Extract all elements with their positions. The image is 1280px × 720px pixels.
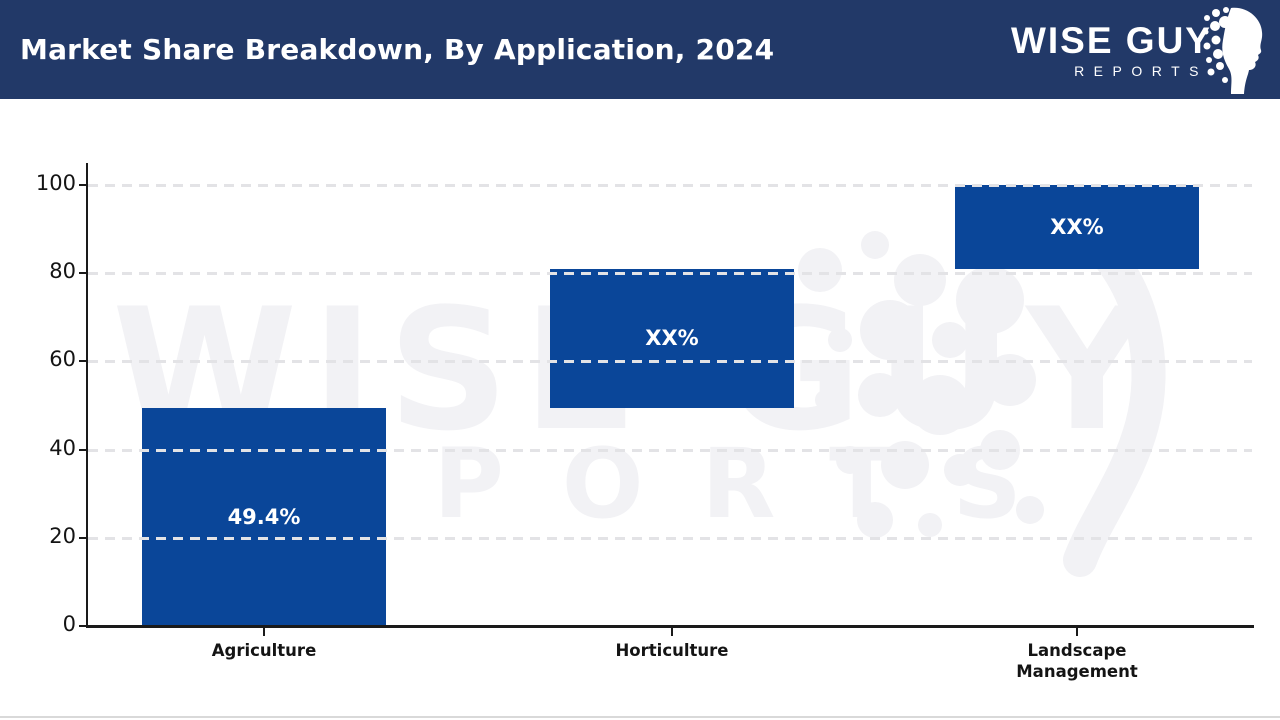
page-title: Market Share Breakdown, By Application, … [20,33,775,66]
gridline [88,536,1252,540]
gridline [88,272,1252,276]
logo-text: WISE GUY REPORTS [1010,20,1212,80]
y-tick [79,536,87,539]
header-bar: Market Share Breakdown, By Application, … [0,0,1280,99]
y-axis-line [86,163,88,627]
watermark-face-icon [798,210,1166,577]
bar-segment: XX% [955,185,1199,269]
y-tick-label: 40 [49,435,76,460]
x-axis-line [86,625,1254,628]
y-tick-label: 100 [35,171,76,195]
x-tick [671,628,673,636]
y-tick [79,272,87,275]
y-tick [79,184,87,186]
x-tick [1076,628,1078,636]
y-tick-label: 0 [62,612,76,636]
y-tick [79,625,87,627]
y-tick-label: 60 [49,347,76,372]
gridline [88,184,1252,187]
y-tick-label: 80 [49,259,76,284]
y-tick [79,448,87,451]
logo-subtext: REPORTS [1074,63,1208,79]
bar-value-label: XX% [645,326,699,351]
gridline [88,448,1252,452]
wiseguy-face-icon [1203,7,1263,94]
bar-value-label: XX% [1050,214,1104,239]
x-category-label: Horticulture [615,641,729,660]
wiseguy-logo: WISE GUY REPORTS [1011,6,1266,94]
bottom-divider [0,716,1280,718]
bar-segment: XX% [550,268,794,409]
y-tick [79,360,87,363]
bar-value-label: 49.4% [227,505,301,530]
gridline [88,360,1252,364]
y-tick-label: 20 [49,523,76,548]
bar-segment: 49.4% [142,408,386,626]
x-category-label: Landscape Management [1016,641,1138,681]
x-tick [263,628,265,636]
x-category-label: Agriculture [211,641,317,660]
logo-wordmark: WISE GUY [1010,20,1212,61]
